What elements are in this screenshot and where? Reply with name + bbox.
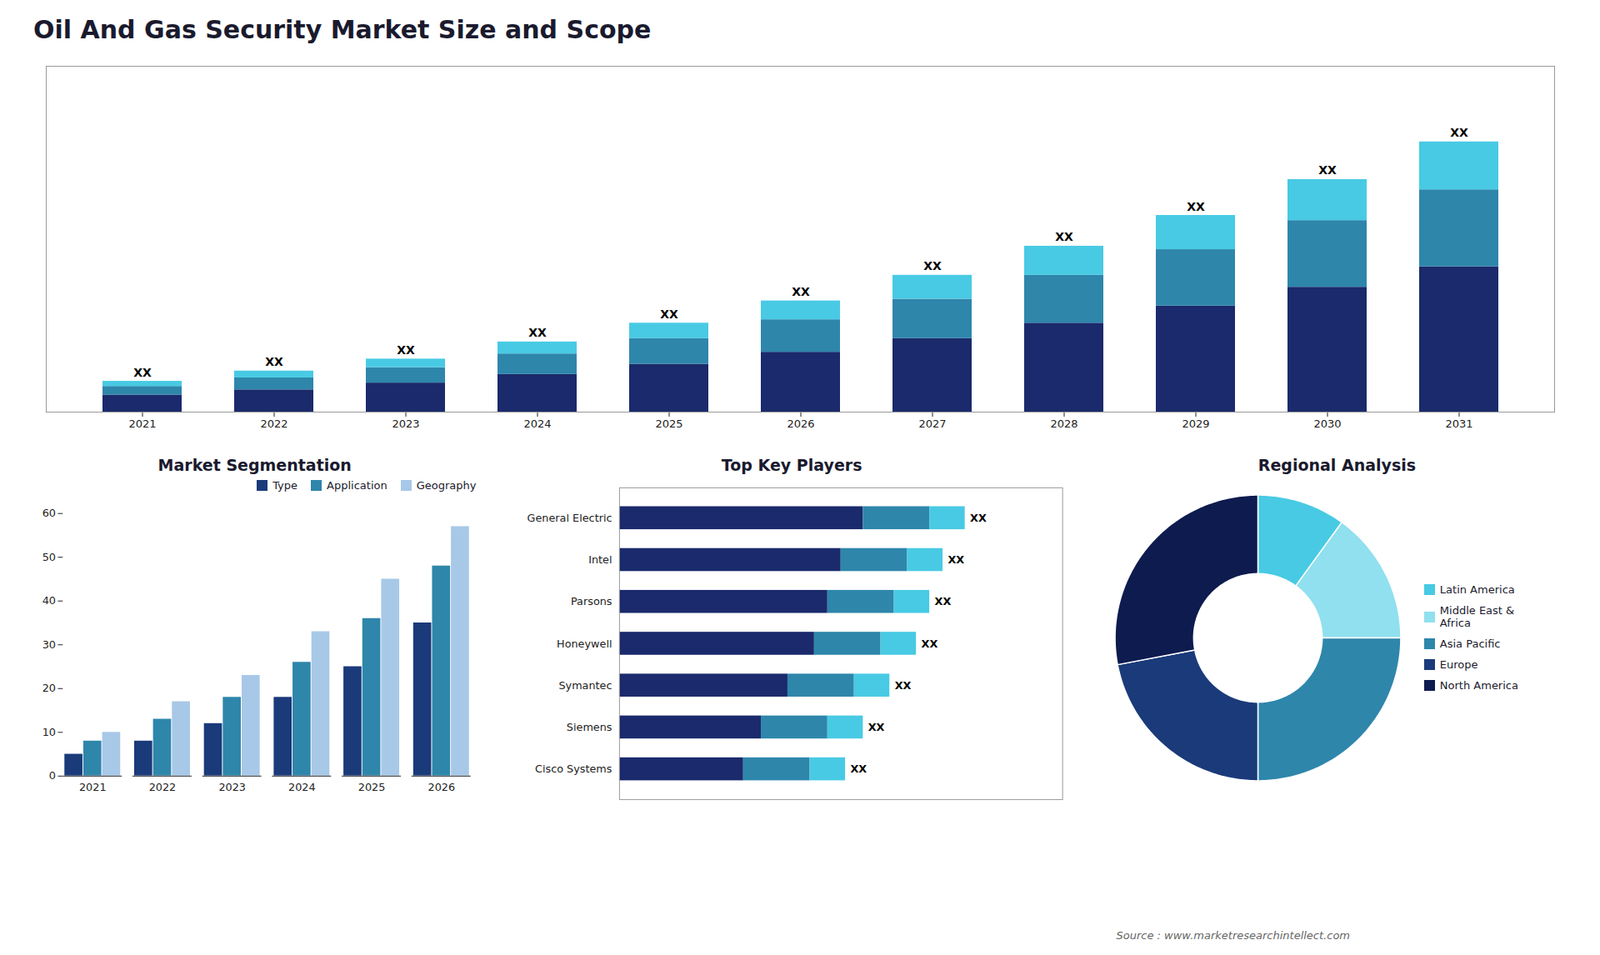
svg-text:XX: XX — [660, 307, 679, 321]
svg-text:XX: XX — [923, 259, 942, 273]
svg-text:Intel: Intel — [589, 553, 613, 566]
svg-text:10: 10 — [42, 725, 56, 739]
svg-text:General Electric: General Electric — [527, 511, 613, 525]
html-text:Source : www.marketresearchint: Source : www.marketresearchintellect.com — [1116, 929, 1350, 942]
svg-text:2022: 2022 — [260, 417, 288, 430]
svg-text:XX: XX — [1186, 200, 1205, 214]
svg-text:2031: 2031 — [1445, 417, 1473, 430]
svg-text:XX: XX — [868, 720, 885, 734]
svg-text:2021: 2021 — [128, 417, 156, 430]
svg-text:XX: XX — [1450, 125, 1469, 140]
svg-text:2026: 2026 — [427, 780, 455, 794]
svg-text:2028: 2028 — [1050, 417, 1078, 430]
svg-text:2024: 2024 — [288, 780, 316, 794]
svg-text:XX: XX — [396, 343, 415, 357]
svg-text:0: 0 — [49, 769, 56, 782]
svg-text:XX: XX — [265, 355, 284, 369]
svg-text:XX: XX — [1318, 163, 1337, 177]
svg-text:XX: XX — [895, 679, 912, 692]
html-text:Oil And Gas Security Market Si: Oil And Gas Security Market Size and Sco… — [33, 15, 652, 45]
svg-text:50: 50 — [42, 550, 56, 564]
html-text:Geography: Geography — [416, 479, 477, 492]
html-text:Regional Analysis: Regional Analysis — [1258, 455, 1416, 475]
html-text:Asia Pacific: Asia Pacific — [1439, 637, 1501, 650]
svg-text:2029: 2029 — [1181, 417, 1210, 430]
svg-text:30: 30 — [42, 638, 56, 651]
svg-text:2025: 2025 — [358, 780, 386, 794]
svg-text:Siemens: Siemens — [566, 720, 613, 734]
html-text:Middle East & Africa: Middle East & Africa — [1439, 604, 1515, 630]
svg-text:XX: XX — [850, 762, 868, 775]
svg-text:2026: 2026 — [786, 417, 815, 430]
svg-text:XX: XX — [791, 285, 810, 299]
svg-text:Cisco Systems: Cisco Systems — [535, 762, 614, 775]
html-text:Application: Application — [326, 479, 388, 492]
svg-text:Honeywell: Honeywell — [557, 637, 613, 650]
html-text:Type: Type — [272, 479, 298, 492]
svg-text:XX: XX — [1055, 230, 1074, 244]
svg-text:2022: 2022 — [149, 780, 177, 794]
svg-text:2023: 2023 — [391, 417, 420, 430]
html-text:Top Key Players: Top Key Players — [721, 455, 863, 475]
svg-text:XX: XX — [133, 365, 152, 380]
svg-text:2021: 2021 — [79, 780, 107, 794]
svg-text:XX: XX — [528, 325, 547, 340]
svg-text:XX: XX — [970, 511, 988, 525]
svg-text:2023: 2023 — [218, 780, 246, 794]
svg-text:Symantec: Symantec — [559, 679, 613, 692]
html-text:Market Segmentation: Market Segmentation — [158, 455, 352, 475]
svg-text:40: 40 — [42, 594, 56, 607]
svg-text:2024: 2024 — [523, 417, 551, 430]
html-text:Latin America: Latin America — [1439, 583, 1515, 596]
html-text:North America: North America — [1439, 679, 1519, 692]
svg-text:2030: 2030 — [1313, 417, 1341, 430]
svg-text:Parsons: Parsons — [570, 595, 613, 608]
svg-text:60: 60 — [42, 506, 56, 520]
svg-text:20: 20 — [42, 681, 56, 695]
svg-text:XX: XX — [935, 595, 952, 608]
svg-text:XX: XX — [948, 553, 965, 566]
svg-text:2027: 2027 — [918, 417, 946, 430]
svg-text:XX: XX — [921, 637, 939, 650]
svg-text:2025: 2025 — [655, 417, 683, 430]
html-text:Europe: Europe — [1439, 658, 1478, 671]
